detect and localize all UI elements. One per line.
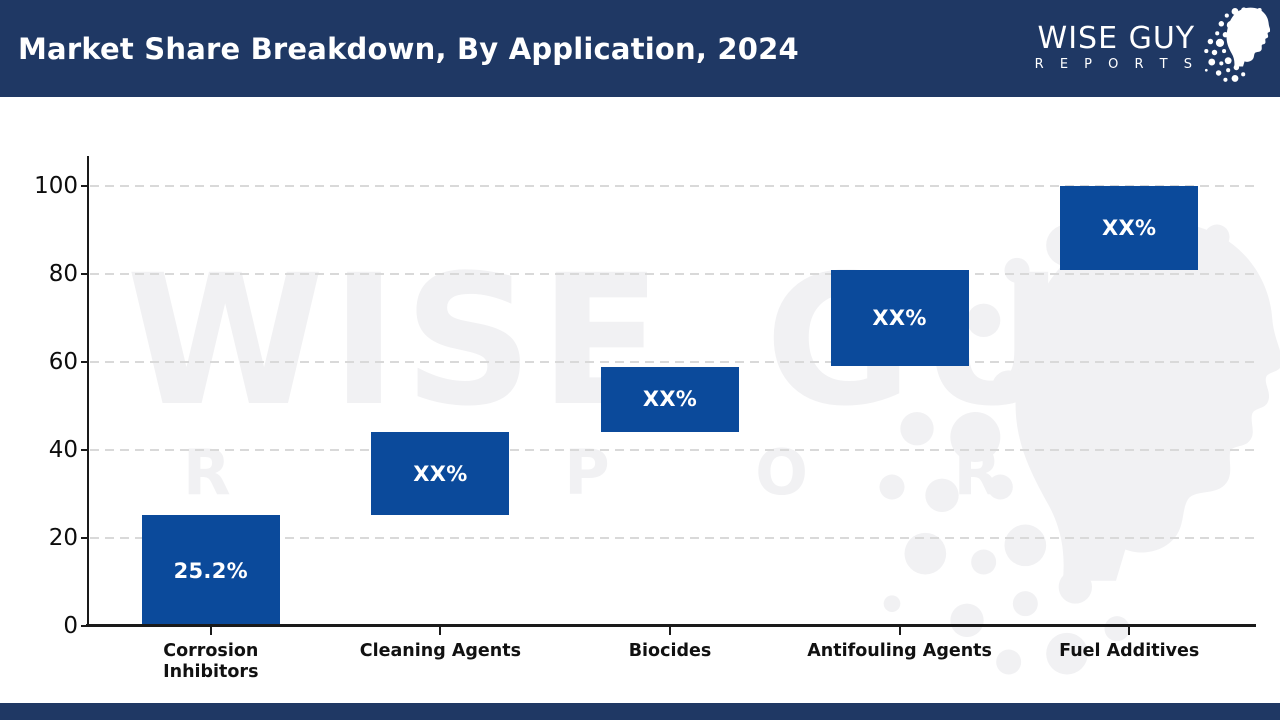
bar-value-label: XX% — [872, 305, 927, 330]
y-tick-label: 60 — [48, 349, 78, 375]
x-tick-mark — [669, 627, 671, 635]
x-axis-label-corrosion-inhibitors: Corrosion Inhibitors — [163, 641, 259, 682]
head-profile-dots-icon — [1200, 6, 1270, 88]
y-tick-mark — [81, 537, 88, 539]
x-tick-mark — [209, 627, 212, 635]
y-tick-mark — [81, 625, 88, 627]
x-tick-mark — [439, 627, 442, 635]
bar-value-label: XX% — [413, 461, 468, 486]
y-tick-label: 40 — [48, 437, 78, 463]
y-tick-mark — [81, 185, 88, 187]
bar-corrosion-inhibitors: 25.2% — [141, 515, 280, 626]
gridline-100 — [90, 185, 1256, 187]
header-bar: Market Share Breakdown, By Application, … — [0, 0, 1280, 97]
x-axis-label-antifouling-agents: Antifouling Agents — [807, 641, 992, 661]
bar-cleaning-agents: XX% — [371, 432, 510, 516]
x-axis-line — [86, 624, 1256, 627]
y-tick-mark — [81, 449, 88, 451]
x-axis-label-biocides: Biocides — [628, 641, 712, 661]
y-tick-label: 0 — [63, 613, 78, 639]
brand-subname: R E P O R T S — [1034, 56, 1198, 72]
bar-value-label: XX% — [642, 387, 698, 412]
brand-logo: WISE GUY R E P O R T S — [1035, 6, 1270, 88]
gridline-60 — [90, 361, 1256, 363]
x-tick-mark — [1128, 627, 1131, 635]
x-axis-label-fuel-additives: Fuel Additives — [1059, 641, 1200, 661]
x-axis-label-cleaning-agents: Cleaning Agents — [359, 641, 521, 661]
x-tick-mark — [898, 627, 901, 635]
brand-name: WISE GUY — [1037, 20, 1196, 56]
y-tick-label: 100 — [34, 173, 78, 199]
y-tick-mark — [81, 273, 88, 275]
bar-biocides: XX% — [601, 366, 739, 432]
brand-text: WISE GUY R E P O R T S — [1034, 20, 1198, 73]
bar-value-label: XX% — [1102, 216, 1157, 241]
y-tick-label: 20 — [48, 525, 78, 551]
gridline-40 — [90, 449, 1256, 451]
page-title: Market Share Breakdown, By Application, … — [18, 31, 799, 66]
bar-antifouling-agents: XX% — [830, 270, 969, 366]
footer-bar — [0, 703, 1280, 720]
y-tick-label: 80 — [48, 261, 78, 287]
y-tick-mark — [81, 361, 88, 363]
bar-fuel-additives: XX% — [1060, 186, 1199, 271]
gridline-80 — [90, 273, 1256, 275]
bar-value-label: 25.2% — [173, 558, 248, 583]
y-axis-line — [87, 156, 89, 626]
gridline-20 — [90, 537, 1256, 539]
